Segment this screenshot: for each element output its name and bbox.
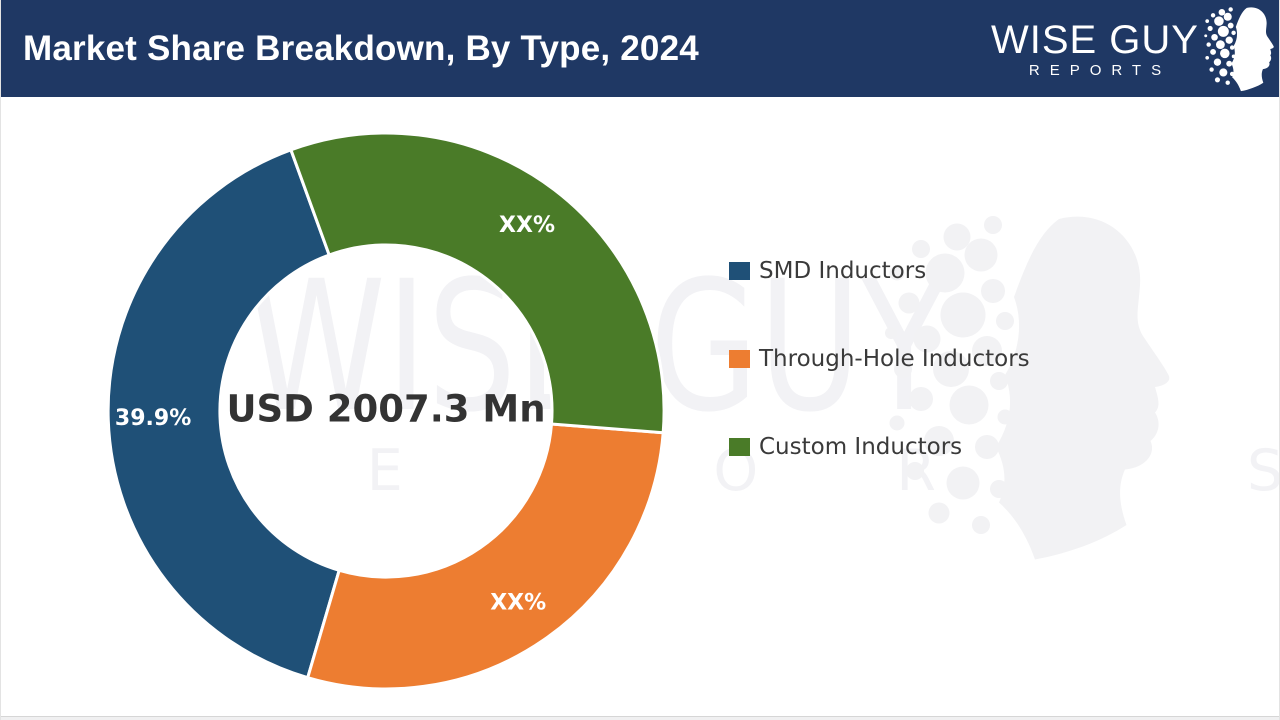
logo-wordmark: WISE GUY [990,17,1199,62]
page-title: Market Share Breakdown, By Type, 2024 [23,28,699,68]
wiseguy-logo: WISE GUY REPORTS [991,5,1275,93]
legend: SMD Inductors Through-Hole Inductors Cus… [729,258,1030,460]
donut-chart: 39.9% XX% XX% [106,131,666,691]
footer-strip [1,716,1279,720]
donut-slice-through-hole-inductors[interactable] [306,422,665,691]
legend-item-label: SMD Inductors [759,258,927,284]
slice-label: XX% [499,213,555,238]
slice-label: XX% [490,590,546,615]
donut-slice-custom-inductors[interactable] [289,131,666,435]
header-bar: Market Share Breakdown, By Type, 2024 WI… [1,0,1279,97]
legend-swatch [729,262,750,280]
legend-swatch [729,350,750,368]
logo-subtitle: REPORTS [1028,61,1172,79]
legend-item-through-hole-inductors[interactable]: Through-Hole Inductors [729,346,1030,372]
legend-item-custom-inductors[interactable]: Custom Inductors [729,434,1030,460]
dotted-face-icon [1204,6,1274,91]
donut-center-value: USD 2007.3 Mn [226,387,546,431]
donut-slice-smd-inductors[interactable] [106,148,341,680]
legend-item-smd-inductors[interactable]: SMD Inductors [729,258,1030,284]
legend-item-label: Custom Inductors [759,434,963,460]
slice-label: 39.9% [115,406,191,431]
legend-item-label: Through-Hole Inductors [759,346,1030,372]
legend-swatch [729,438,750,456]
